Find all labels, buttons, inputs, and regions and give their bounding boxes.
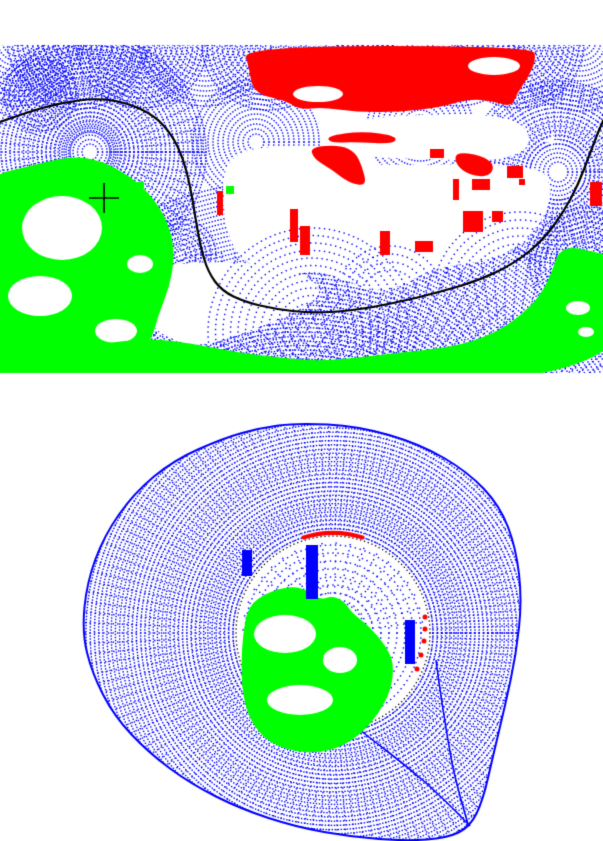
streamline-map-top-canvas: [0, 0, 603, 420]
streamline-teardrop-bottom-canvas: [0, 420, 603, 841]
